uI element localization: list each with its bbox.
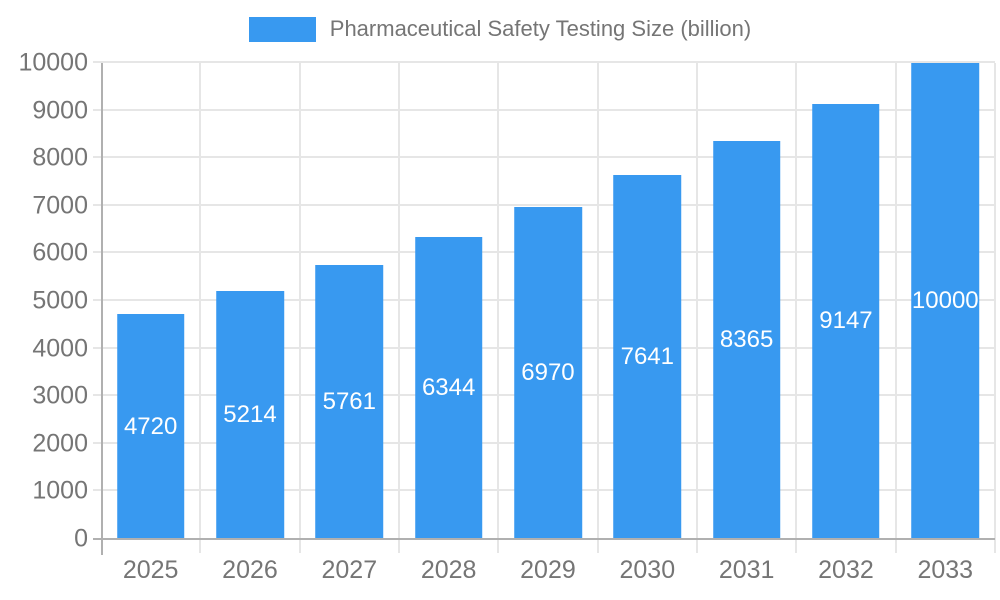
bar-2026[interactable]: 5214 bbox=[216, 290, 284, 539]
category-column: 6344 2028 bbox=[399, 63, 498, 583]
category-column: 6970 2029 bbox=[498, 63, 597, 583]
y-tick-label: 1000 bbox=[32, 476, 88, 505]
bar-2027[interactable]: 5761 bbox=[315, 264, 384, 539]
x-tick-label: 2033 bbox=[917, 556, 974, 584]
bar-2032[interactable]: 9147 bbox=[812, 103, 880, 539]
x-tick-label: 2032 bbox=[818, 556, 874, 584]
bars-layer: 4720 2025 5214 2026 5761 2027 6344 2028 6970 2029… bbox=[101, 63, 995, 583]
bar-value-label: 7641 bbox=[620, 343, 674, 371]
plot-area: 0 1000 2000 3000 4000 5000 6000 7000 8000 9000 100… bbox=[18, 50, 996, 583]
bar-2030[interactable]: 7641 bbox=[613, 175, 682, 539]
v-gridline bbox=[497, 63, 500, 553]
legend: Pharmaceutical Safety Testing Size (bill… bbox=[0, 16, 1000, 42]
bar-value-label: 9147 bbox=[819, 307, 873, 335]
y-tick-label: 8000 bbox=[32, 143, 88, 172]
x-tick-label: 2025 bbox=[122, 556, 179, 584]
v-gridline bbox=[894, 63, 897, 553]
y-tick-label: 7000 bbox=[32, 191, 88, 220]
bar-value-label: 6344 bbox=[421, 374, 476, 402]
bar-value-label: 5214 bbox=[223, 400, 277, 428]
x-tick-label: 2029 bbox=[520, 556, 576, 584]
category-column: 5214 2026 bbox=[200, 63, 299, 583]
v-gridline bbox=[596, 63, 599, 553]
h-gridline bbox=[93, 108, 995, 111]
bar-value-label: 6970 bbox=[521, 359, 575, 387]
h-gridline bbox=[93, 203, 995, 206]
bar-2033[interactable]: 10000 bbox=[911, 63, 980, 539]
bar-2029[interactable]: 6970 bbox=[514, 207, 582, 539]
y-tick-label: 6000 bbox=[32, 238, 88, 267]
bar-2025[interactable]: 4720 bbox=[116, 314, 185, 539]
y-tick-label: 9000 bbox=[32, 96, 88, 125]
y-tick-label: 5000 bbox=[32, 286, 88, 315]
v-gridline bbox=[199, 63, 202, 553]
category-column: 8365 2031 bbox=[697, 63, 796, 583]
bar-value-label: 10000 bbox=[911, 287, 979, 314]
y-axis-line bbox=[101, 63, 103, 555]
legend-label: Pharmaceutical Safety Testing Size (bill… bbox=[329, 16, 752, 41]
x-tick-label: 2027 bbox=[321, 556, 378, 584]
bar-2031[interactable]: 8365 bbox=[712, 140, 781, 539]
category-column: 7641 2030 bbox=[598, 63, 697, 583]
h-gridline bbox=[93, 61, 995, 63]
x-tick-label: 2026 bbox=[222, 556, 278, 584]
y-tick-label: 3000 bbox=[32, 381, 88, 410]
y-tick-label: 2000 bbox=[32, 429, 88, 458]
x-tick-label: 2028 bbox=[420, 556, 477, 584]
v-gridline bbox=[795, 63, 798, 553]
h-gridline bbox=[93, 156, 995, 159]
v-gridline bbox=[397, 63, 400, 553]
legend-swatch[interactable] bbox=[248, 16, 316, 42]
bar-value-label: 8365 bbox=[719, 325, 774, 353]
category-column: 10000 2033 bbox=[896, 63, 995, 583]
category-column: 4720 2025 bbox=[101, 63, 200, 583]
x-tick-label: 2031 bbox=[718, 556, 775, 584]
y-tick-label: 10000 bbox=[18, 48, 88, 77]
bar-value-label: 4720 bbox=[123, 412, 178, 440]
category-column: 5761 2027 bbox=[300, 63, 399, 583]
y-tick-label: 4000 bbox=[32, 334, 88, 363]
bar-2028[interactable]: 6344 bbox=[414, 237, 483, 539]
v-gridline bbox=[298, 63, 301, 553]
bar-value-label: 5761 bbox=[322, 387, 376, 415]
v-gridline bbox=[695, 63, 698, 553]
category-column: 9147 2032 bbox=[796, 63, 895, 583]
x-axis-line bbox=[93, 538, 995, 540]
v-gridline bbox=[994, 63, 996, 553]
x-tick-label: 2030 bbox=[619, 556, 676, 584]
y-tick-label: 0 bbox=[74, 524, 88, 553]
